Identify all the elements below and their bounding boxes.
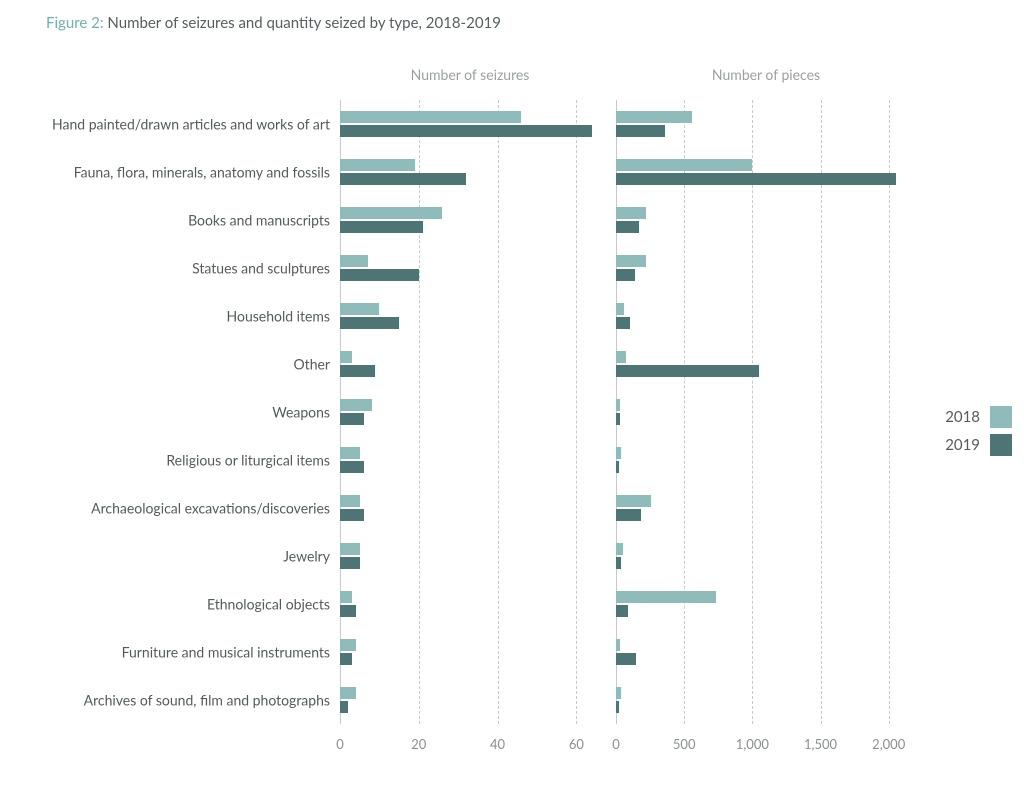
category-label: Fauna, flora, minerals, anatomy and foss… [74, 164, 340, 181]
bar-pieces-2019 [616, 173, 896, 185]
legend-item-2019: 2019 [945, 434, 1012, 456]
gridline [419, 100, 420, 724]
bar-pieces-2019 [616, 557, 621, 569]
category-label: Other [294, 356, 341, 373]
category-label: Ethnological objects [207, 596, 340, 613]
bar-seizures-2019 [340, 701, 348, 713]
bar-pieces-2018 [616, 207, 646, 219]
bar-seizures-2018 [340, 687, 356, 699]
gridline [821, 100, 822, 724]
x-tick-label: 2,000 [872, 736, 905, 752]
bar-seizures-2019 [340, 317, 399, 329]
bar-seizures-2018 [340, 159, 415, 171]
bar-seizures-2019 [340, 173, 466, 185]
gridline [616, 100, 617, 724]
figure-title: Figure 2: Number of seizures and quantit… [46, 14, 1004, 32]
x-tick-label: 0 [612, 736, 620, 752]
bar-pieces-2019 [616, 461, 619, 473]
panel-title-pieces: Number of pieces [712, 66, 820, 83]
gridline [684, 100, 685, 724]
bar-pieces-2019 [616, 653, 636, 665]
bar-pieces-2018 [616, 399, 620, 411]
bar-pieces-2019 [616, 269, 635, 281]
bar-seizures-2018 [340, 399, 372, 411]
bar-pieces-2019 [616, 605, 628, 617]
bar-pieces-2018 [616, 255, 646, 267]
category-label: Weapons [272, 404, 340, 421]
bar-seizures-2018 [340, 591, 352, 603]
figure-title-text: Number of seizures and quantity seized b… [107, 14, 501, 32]
bar-seizures-2019 [340, 125, 592, 137]
legend-swatch [990, 406, 1012, 428]
bar-pieces-2019 [616, 701, 619, 713]
panel-title-seizures: Number of seizures [411, 66, 530, 83]
gridline [752, 100, 753, 724]
category-label: Statues and sculptures [192, 260, 340, 277]
legend-swatch [990, 434, 1012, 456]
gridline [576, 100, 577, 724]
bar-seizures-2019 [340, 605, 356, 617]
x-tick-label: 60 [569, 736, 584, 752]
category-label: Jewelry [283, 548, 340, 565]
bar-pieces-2019 [616, 317, 630, 329]
x-tick-label: 20 [411, 736, 426, 752]
bar-seizures-2018 [340, 639, 356, 651]
bar-seizures-2018 [340, 543, 360, 555]
bar-pieces-2018 [616, 687, 621, 699]
bar-seizures-2018 [340, 255, 368, 267]
category-label: Archaeological excavations/discoveries [91, 500, 340, 517]
category-label: Books and manuscripts [188, 212, 340, 229]
bar-pieces-2019 [616, 365, 759, 377]
x-tick-label: 500 [673, 736, 696, 752]
bar-pieces-2019 [616, 509, 641, 521]
category-label: Religious or liturgical items [166, 452, 340, 469]
plot-pieces: 05001,0001,5002,000 [616, 100, 916, 724]
bar-pieces-2019 [616, 413, 620, 425]
bar-seizures-2019 [340, 413, 364, 425]
bar-pieces-2019 [616, 125, 665, 137]
category-label: Furniture and musical instruments [122, 644, 340, 661]
x-tick-label: 40 [490, 736, 505, 752]
bar-seizures-2019 [340, 509, 364, 521]
figure-container: Figure 2: Number of seizures and quantit… [0, 0, 1024, 795]
bar-seizures-2019 [340, 365, 375, 377]
bar-seizures-2019 [340, 461, 364, 473]
legend-label: 2018 [945, 408, 980, 426]
x-tick-label: 1,000 [736, 736, 769, 752]
legend: 2018 2019 [945, 400, 1012, 462]
bar-pieces-2018 [616, 111, 692, 123]
plot-seizures: 0204060 [340, 100, 600, 724]
gridline [340, 100, 341, 724]
bar-seizures-2019 [340, 269, 419, 281]
category-label: Hand painted/drawn articles and works of… [52, 116, 340, 133]
bar-seizures-2018 [340, 303, 379, 315]
bar-pieces-2018 [616, 591, 716, 603]
bar-seizures-2019 [340, 221, 423, 233]
bar-seizures-2018 [340, 111, 521, 123]
gridline [498, 100, 499, 724]
bar-pieces-2019 [616, 221, 639, 233]
legend-label: 2019 [945, 436, 980, 454]
gridline [889, 100, 890, 724]
bar-pieces-2018 [616, 639, 620, 651]
legend-item-2018: 2018 [945, 406, 1012, 428]
bar-pieces-2018 [616, 159, 752, 171]
x-tick-label: 1,500 [804, 736, 837, 752]
bar-pieces-2018 [616, 351, 626, 363]
bar-seizures-2018 [340, 351, 352, 363]
bar-seizures-2018 [340, 447, 360, 459]
category-label: Household items [227, 308, 340, 325]
figure-label: Figure 2: [46, 14, 104, 32]
bar-pieces-2018 [616, 495, 651, 507]
x-tick-label: 0 [336, 736, 344, 752]
bar-pieces-2018 [616, 543, 623, 555]
bar-seizures-2019 [340, 557, 360, 569]
bar-pieces-2018 [616, 447, 621, 459]
bar-seizures-2018 [340, 495, 360, 507]
bar-pieces-2018 [616, 303, 624, 315]
bar-seizures-2018 [340, 207, 442, 219]
bar-seizures-2019 [340, 653, 352, 665]
chart-area: Number of seizures0204060Number of piece… [0, 54, 1024, 784]
category-label: Archives of sound, film and photographs [84, 692, 340, 709]
